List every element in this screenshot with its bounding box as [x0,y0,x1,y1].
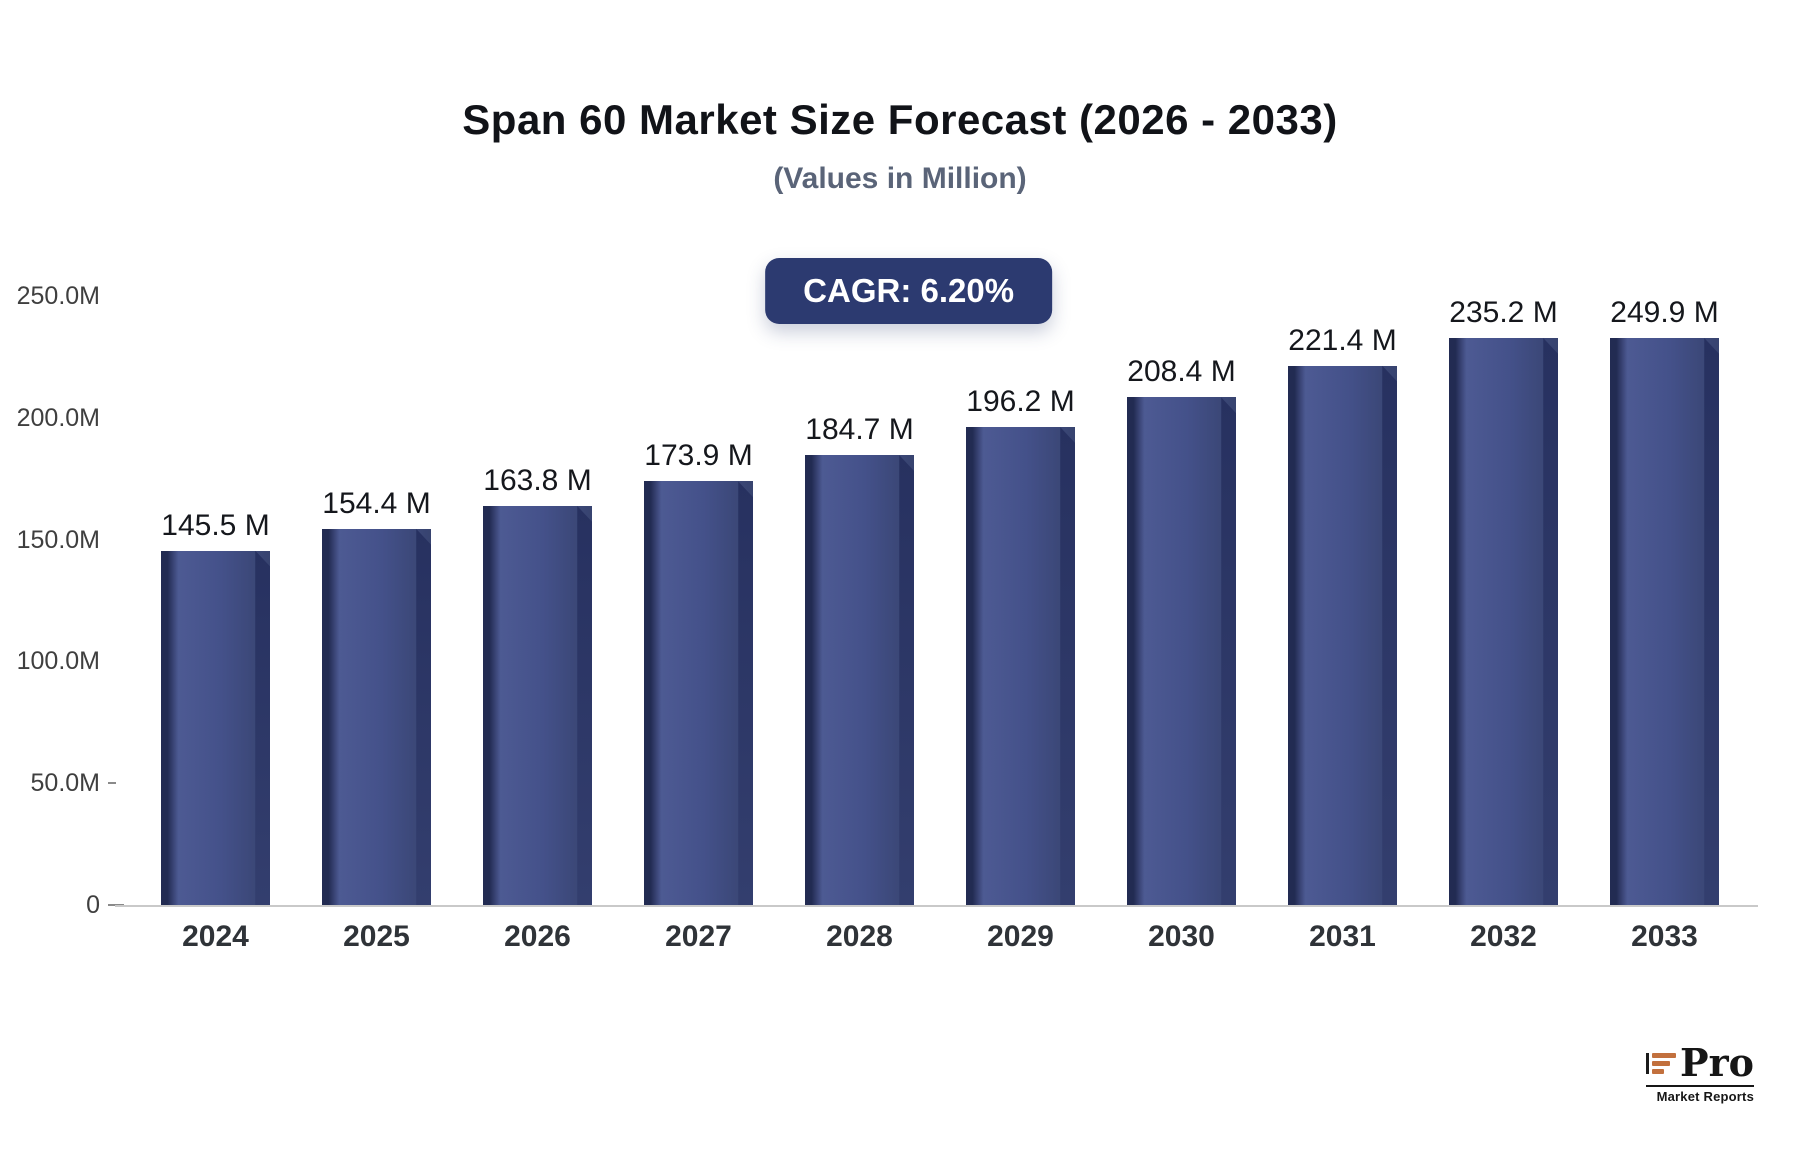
logo-subtitle: Market Reports [1646,1085,1754,1104]
x-tick-label: 2024 [182,920,249,953]
x-axis-baseline [115,905,1758,907]
bar [1126,397,1237,905]
bar [1609,338,1720,905]
bar [482,505,593,905]
bar-column: 235.2 M [1423,296,1584,905]
bar-column: 221.4 M [1262,296,1423,905]
y-tick-mark [108,782,116,785]
bar-value-label: 154.4 M [322,486,431,520]
bar-value-label: 145.5 M [161,508,270,542]
y-tick-label: 50.0M [30,769,100,798]
x-tick-label: 2031 [1309,920,1376,953]
plot-area: 145.5 M 154.4 M 163.8 M 173.9 M 184.7 M 196.2… [135,296,1745,905]
x-tick-label: 2026 [504,920,571,953]
bar-value-label: 173.9 M [644,439,753,473]
bar-value-label: 208.4 M [1127,355,1236,389]
y-tick-label: 150.0M [16,525,100,554]
x-tick-label: 2030 [1148,920,1215,953]
y-tick-label: 250.0M [16,282,100,310]
bar [643,481,754,905]
x-tick-label: 2029 [987,920,1054,953]
bar-column: 249.9 M [1584,296,1745,905]
logo-bars-icon [1646,1053,1677,1074]
bar-value-label: 184.7 M [805,413,914,447]
x-axis: 2024 2025 2026 2027 2028 2029 2030 2031 2032 2033 [135,920,1745,954]
x-tick-label: 2025 [343,920,410,953]
bar [965,427,1076,905]
bar-column: 196.2 M [940,296,1101,905]
x-tick-label: 2032 [1470,920,1537,953]
x-tick-label: 2027 [665,920,732,953]
bar-value-label: 249.9 M [1610,296,1719,329]
bar-column: 154.4 M [296,296,457,905]
bar-value-label: 163.8 M [483,463,592,497]
bar-column: 173.9 M [618,296,779,905]
bar-column: 184.7 M [779,296,940,905]
cagr-badge: CAGR: 6.20% [765,258,1053,324]
bar [804,455,915,905]
chart-title: Span 60 Market Size Forecast (2026 - 203… [462,96,1338,143]
y-tick-label: 0 [86,891,100,919]
y-tick-label: 100.0M [16,647,100,676]
bar-value-label: 235.2 M [1449,296,1558,329]
bar-column: 163.8 M [457,296,618,905]
bar [1448,338,1559,905]
brand-logo: Pro Market Reports [1646,1044,1754,1104]
y-tick-label: 200.0M [16,403,100,432]
bar-value-label: 221.4 M [1288,323,1397,357]
y-axis: 250.0M 200.0M 150.0M 100.0M 50.0M 0 [0,0,124,1156]
bar [1287,365,1398,905]
bar-column: 145.5 M [135,296,296,905]
x-tick-label: 2028 [826,920,893,953]
bar [321,528,432,905]
bar [160,550,271,905]
bar-column: 208.4 M [1101,296,1262,905]
chart-subtitle: (Values in Million) [773,162,1027,195]
logo-name: Pro [1680,1040,1754,1085]
bar-value-label: 196.2 M [966,385,1075,419]
x-tick-label: 2033 [1631,920,1698,953]
logo-top-row: Pro [1646,1044,1754,1082]
